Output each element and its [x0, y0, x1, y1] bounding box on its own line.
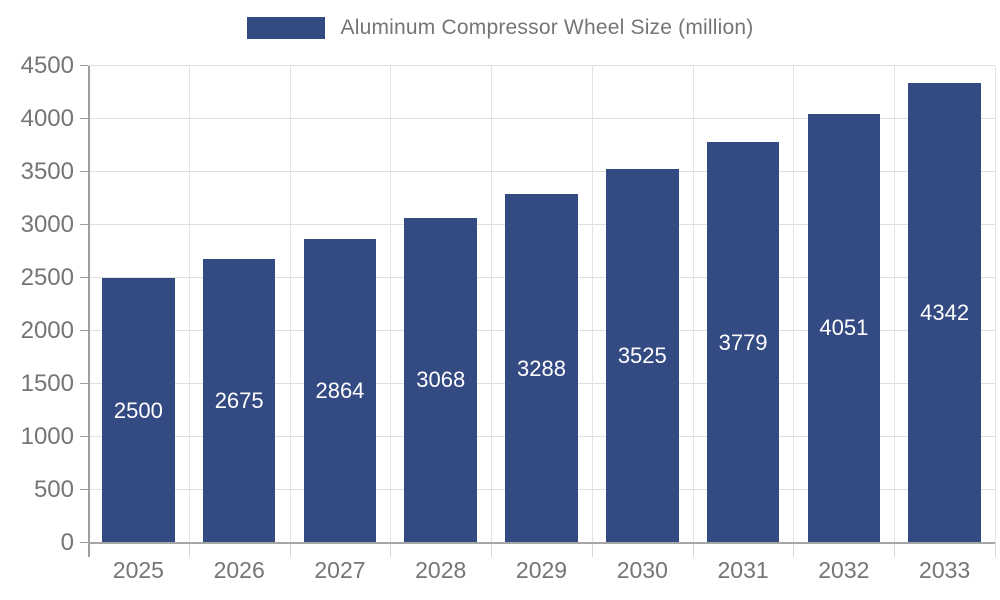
bar-value-label: 3068	[416, 367, 466, 393]
bar-2033: 4342	[908, 82, 981, 543]
bar-value-label: 3525	[617, 343, 667, 369]
y-axis-labels: 0 500 1000 1500 2000 2500 3000 3500 4000 4500	[0, 54, 74, 555]
y-axis-tick	[80, 330, 88, 331]
y-tick-label: 3500	[20, 158, 74, 185]
gridline-vertical	[591, 66, 593, 543]
gridline-vertical	[491, 66, 493, 543]
bar-value-label: 2864	[315, 378, 365, 404]
bar-value-label: 3779	[718, 329, 768, 355]
x-axis-tick	[390, 543, 392, 557]
x-tick-label: 2026	[213, 557, 265, 583]
bar-2032: 4051	[807, 113, 881, 543]
y-tick-label: 2500	[20, 264, 74, 291]
y-axis-tick	[80, 224, 88, 226]
y-tick-label: 0	[60, 529, 74, 556]
gridline-vertical	[188, 66, 190, 543]
gridline-vertical	[289, 66, 291, 543]
bar-cell: 2500	[88, 66, 189, 543]
bar-2028: 3068	[404, 217, 478, 543]
bars-layer: 2500 2675 2864 3068 3288 3525 3779 4051 4342	[88, 66, 995, 543]
y-tick-label: 1000	[20, 423, 74, 450]
gridline-vertical	[390, 66, 392, 543]
gridline-horizontal	[88, 65, 995, 66]
bar-value-label: 3288	[517, 355, 566, 381]
bar-2029: 3288	[505, 194, 578, 543]
x-axis-tick	[491, 543, 493, 557]
bar-cell: 3779	[693, 66, 794, 543]
bar-cell: 3288	[491, 66, 592, 543]
legend: Aluminum Compressor Wheel Size (million)	[0, 16, 1000, 40]
bar-value-label: 2675	[214, 388, 264, 414]
x-axis-tick	[188, 543, 190, 557]
x-tick-label: 2032	[818, 557, 870, 583]
y-axis-tick	[80, 436, 88, 437]
bar-cell: 3068	[390, 66, 491, 543]
y-tick-label: 2000	[20, 317, 74, 344]
legend-label[interactable]: Aluminum Compressor Wheel Size (million)	[340, 16, 754, 39]
bar-2031: 3779	[706, 142, 780, 543]
x-axis-tick	[289, 543, 291, 557]
y-axis-tick	[80, 118, 88, 119]
x-axis-tick	[591, 543, 593, 557]
y-axis-tick	[80, 277, 88, 278]
bar-2027: 2864	[303, 239, 377, 543]
gridline-horizontal	[88, 171, 995, 172]
x-axis-line	[88, 542, 995, 544]
gridline-vertical	[793, 66, 795, 543]
plot-area: 2500 2675 2864 3068 3288 3525 3779 4051 4342	[80, 65, 996, 557]
bar-value-label: 2500	[113, 397, 163, 423]
gridline-vertical	[995, 66, 996, 543]
y-tick-label: 3000	[20, 211, 74, 239]
x-tick-label: 2030	[616, 557, 668, 583]
x-axis-tick	[692, 543, 694, 557]
bar-value-label: 4051	[819, 315, 869, 341]
bar-2025: 2500	[102, 278, 175, 543]
y-tick-label: 1500	[20, 370, 74, 398]
x-tick-label: 2028	[415, 557, 467, 583]
y-axis-tick	[80, 65, 88, 66]
bar-cell: 2675	[189, 66, 290, 543]
y-axis-line	[88, 66, 90, 557]
y-tick-label: 4000	[20, 105, 74, 132]
bar-cell: 4342	[894, 66, 995, 543]
bar-cell: 4051	[793, 66, 894, 543]
legend-swatch[interactable]	[246, 17, 325, 39]
gridline-vertical	[692, 66, 694, 543]
bar-value-label: 4342	[920, 299, 970, 325]
y-axis-tick	[80, 171, 88, 172]
x-axis-labels: 2025 2026 2027 2028 2029 2030 2031 2032 2033	[88, 557, 995, 584]
x-axis-tick	[793, 543, 795, 557]
y-axis-tick	[80, 383, 88, 385]
bar-cell: 3525	[592, 66, 693, 543]
bar-cell: 2864	[290, 66, 391, 543]
gridline-horizontal	[88, 118, 995, 119]
y-axis-tick	[80, 489, 88, 490]
x-tick-label: 2033	[919, 557, 971, 583]
x-axis-tick	[894, 543, 896, 557]
x-tick-label: 2027	[314, 557, 366, 583]
x-tick-label: 2025	[112, 557, 164, 583]
y-tick-label: 500	[33, 476, 74, 503]
x-axis-tick	[995, 543, 996, 557]
x-tick-label: 2031	[717, 557, 769, 583]
y-axis-tick	[80, 542, 88, 543]
bar-2030: 3525	[606, 169, 679, 543]
bar-2026: 2675	[202, 259, 276, 543]
y-tick-label: 4500	[20, 52, 74, 79]
gridline-vertical	[894, 66, 896, 543]
x-tick-label: 2029	[515, 557, 568, 583]
